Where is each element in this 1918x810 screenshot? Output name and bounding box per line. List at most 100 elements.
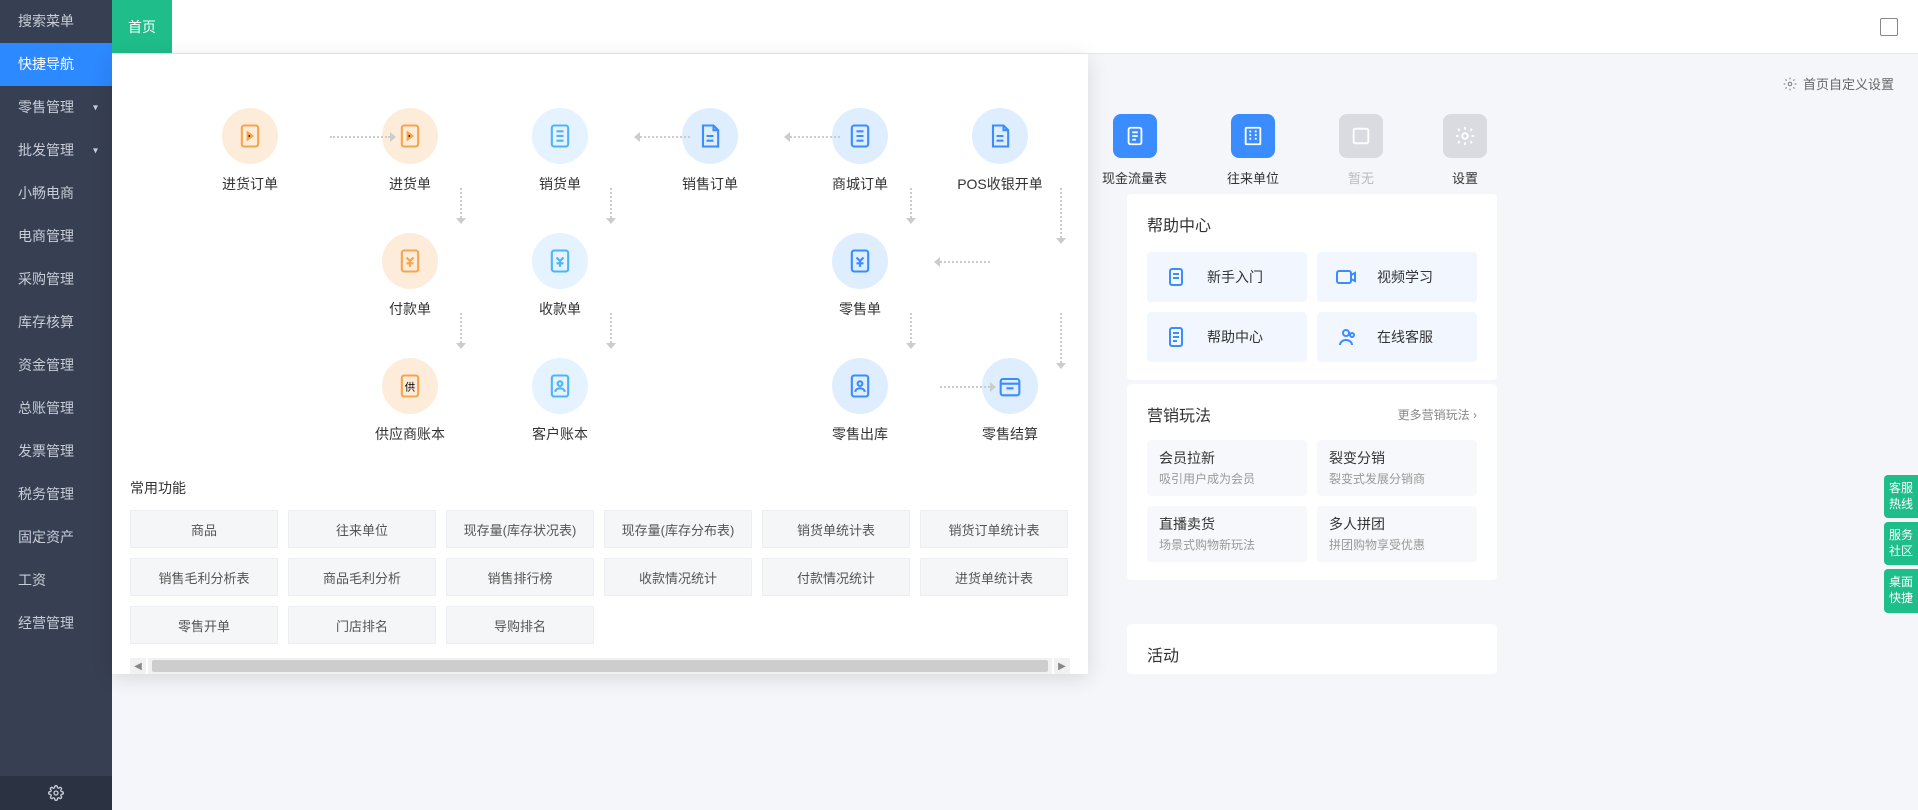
marketing-item-3[interactable]: 多人拼团拼团购物享受优惠 [1317,506,1477,562]
common-btn-11[interactable]: 进货单统计表 [920,558,1068,596]
flow-node-n3[interactable]: 销售订单 [660,108,760,194]
arrow-head [906,218,916,224]
flow-node-n11[interactable]: 零售出库 [810,358,910,444]
flow-node-n7[interactable]: 收款单 [510,233,610,319]
topbar-right [1880,0,1918,53]
scroll-thumb[interactable] [152,660,1048,672]
flow-node-n5[interactable]: POS收银开单 [950,108,1050,194]
sidebar-item-4[interactable]: 小畅电商 [0,172,112,215]
shortcut-label: 往来单位 [1227,168,1279,187]
sidebar-item-1[interactable]: 快捷导航 [0,43,112,86]
flow-diagram: 进货订单进货单 销货单销售订单商城订单 POS收银开单付款单收款单 零售单供供应商账本… [130,78,1070,478]
help-icon [1333,324,1359,350]
arrow-head [634,132,640,142]
marketing-item-title: 裂变分销 [1329,448,1465,468]
sidebar-item-14[interactable]: 经营管理 [0,602,112,645]
quick-nav-flyout: 进货订单进货单 销货单销售订单商城订单 POS收银开单付款单收款单 零售单供供应商账本… [112,54,1088,674]
flow-arrow [460,313,462,343]
common-btn-6[interactable]: 销售毛利分析表 [130,558,278,596]
marketing-item-2[interactable]: 直播卖货场景式购物新玩法 [1147,506,1307,562]
sidebar-item-13[interactable]: 工资 [0,559,112,602]
common-btn-0[interactable]: 商品 [130,510,278,548]
sidebar-item-6[interactable]: 采购管理 [0,258,112,301]
common-functions-title: 常用功能 [130,478,1070,498]
flow-node-n2[interactable]: 销货单 [510,108,610,194]
common-btn-9[interactable]: 收款情况统计 [604,558,752,596]
flow-node-n9[interactable]: 供供应商账本 [360,358,460,444]
marketing-card: 营销玩法 更多营销玩法 › 会员拉新吸引用户成为会员裂变分销裂变式发展分销商直播… [1127,384,1497,580]
flow-node-n4[interactable]: 商城订单 [810,108,910,194]
flow-node-n0[interactable]: 进货订单 [200,108,300,194]
dock-item-1[interactable]: 服务社区 [1884,522,1918,565]
scroll-left-button[interactable]: ◀ [130,658,146,674]
marketing-item-1[interactable]: 裂变分销裂变式发展分销商 [1317,440,1477,496]
help-icon [1163,324,1189,350]
scroll-track[interactable] [148,658,1052,674]
marketing-item-0[interactable]: 会员拉新吸引用户成为会员 [1147,440,1307,496]
help-item-2[interactable]: 帮助中心 [1147,312,1307,362]
sidebar-item-0[interactable]: 搜索菜单 [0,0,112,43]
sidebar-item-2[interactable]: 零售管理▾ [0,86,112,129]
scroll-right-button[interactable]: ▶ [1054,658,1070,674]
sidebar-item-9[interactable]: 总账管理 [0,387,112,430]
shortcut-icon [1231,114,1275,158]
help-item-3[interactable]: 在线客服 [1317,312,1477,362]
common-btn-10[interactable]: 付款情况统计 [762,558,910,596]
arrow-head [906,343,916,349]
main: 首页自定义设置 现金流量表往来单位 暂无设置 进货订单进货单 销货单销售订单商城订单… [112,54,1918,810]
horizontal-scrollbar[interactable]: ◀ ▶ [130,658,1070,674]
shortcut-0[interactable]: 现金流量表 [1102,114,1167,187]
dock-item-2[interactable]: 桌面快捷 [1884,569,1918,612]
flow-node-n12[interactable]: 零售结算 [960,358,1060,444]
common-btn-13[interactable]: 门店排名 [288,606,436,644]
home-customize-link[interactable]: 首页自定义设置 [1783,74,1894,93]
common-btn-4[interactable]: 销货单统计表 [762,510,910,548]
sidebar-item-12[interactable]: 固定资产 [0,516,112,559]
marketing-item-title: 多人拼团 [1329,514,1465,534]
flow-node-n1[interactable]: 进货单 [360,108,460,194]
flow-node-n8[interactable]: 零售单 [810,233,910,319]
common-btn-1[interactable]: 往来单位 [288,510,436,548]
fullscreen-icon[interactable] [1880,18,1898,36]
common-btn-8[interactable]: 销售排行榜 [446,558,594,596]
shortcut-1[interactable]: 往来单位 [1227,114,1279,187]
flow-node-n6[interactable]: 付款单 [360,233,460,319]
flow-arrow [940,261,990,263]
shortcut-3[interactable]: 设置 [1443,114,1487,187]
common-btn-3[interactable]: 现存量(库存分布表) [604,510,752,548]
sidebar-item-7[interactable]: 库存核算 [0,301,112,344]
shortcut-2[interactable]: 暂无 [1339,114,1383,187]
sidebar-item-5[interactable]: 电商管理 [0,215,112,258]
common-btn-12[interactable]: 零售开单 [130,606,278,644]
common-btn-14[interactable]: 导购排名 [446,606,594,644]
help-item-0[interactable]: 新手入门 [1147,252,1307,302]
tab-home[interactable]: 首页 [112,0,172,53]
arrow-head [1056,363,1066,369]
sidebar-item-3[interactable]: 批发管理▾ [0,129,112,172]
flow-label: 进货单 [360,174,460,194]
flow-node-n10[interactable]: 客户账本 [510,358,610,444]
flow-arrow [1060,313,1062,363]
common-btn-2[interactable]: 现存量(库存状况表) [446,510,594,548]
marketing-item-sub: 裂变式发展分销商 [1329,470,1465,487]
flow-icon [832,233,888,289]
marketing-grid: 会员拉新吸引用户成为会员裂变分销裂变式发展分销商直播卖货场景式购物新玩法多人拼团… [1147,440,1477,562]
arrow-head [606,218,616,224]
shortcut-icon [1443,114,1487,158]
common-btn-5[interactable]: 销货订单统计表 [920,510,1068,548]
sidebar-settings-button[interactable] [0,776,112,810]
shortcut-icon [1339,114,1383,158]
sidebar-item-11[interactable]: 税务管理 [0,473,112,516]
marketing-more-link[interactable]: 更多营销玩法 › [1398,406,1477,423]
help-label: 在线客服 [1377,327,1433,347]
help-item-1[interactable]: 视频学习 [1317,252,1477,302]
marketing-item-title: 会员拉新 [1159,448,1295,468]
help-center-title: 帮助中心 [1147,212,1477,236]
sidebar-item-10[interactable]: 发票管理 [0,430,112,473]
help-label: 帮助中心 [1207,327,1263,347]
shortcut-icon [1113,114,1157,158]
home-customize-label: 首页自定义设置 [1803,74,1894,93]
common-btn-7[interactable]: 商品毛利分析 [288,558,436,596]
dock-item-0[interactable]: 客服热线 [1884,475,1918,518]
sidebar-item-8[interactable]: 资金管理 [0,344,112,387]
